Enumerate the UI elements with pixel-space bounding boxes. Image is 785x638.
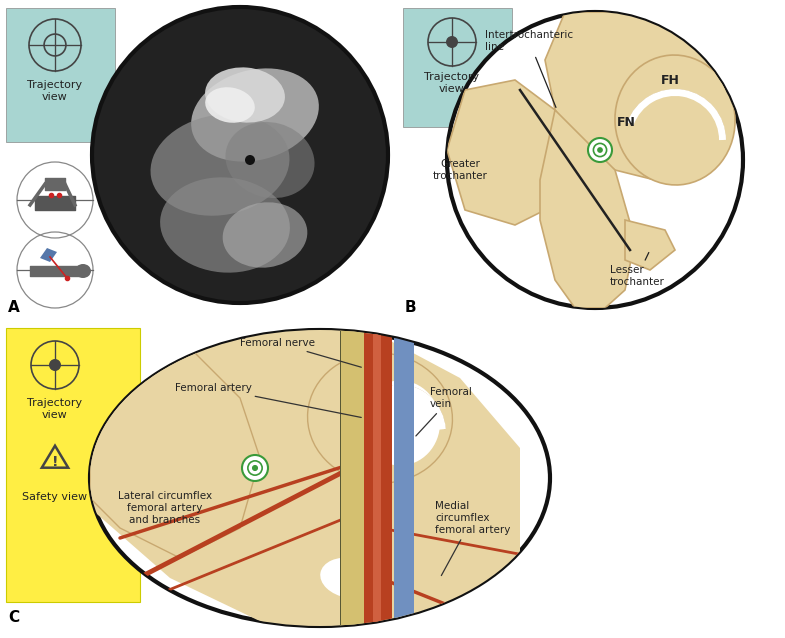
Text: Intertrochanteric
line: Intertrochanteric line <box>485 31 573 107</box>
Text: B: B <box>405 300 417 315</box>
Polygon shape <box>625 220 675 270</box>
Ellipse shape <box>151 114 290 216</box>
Ellipse shape <box>225 122 315 198</box>
Circle shape <box>245 155 255 165</box>
Text: Lateral circumflex
femoral artery
and branches: Lateral circumflex femoral artery and br… <box>118 491 212 524</box>
Ellipse shape <box>615 55 735 185</box>
FancyBboxPatch shape <box>6 8 115 142</box>
Polygon shape <box>447 80 575 225</box>
Ellipse shape <box>320 558 380 598</box>
Text: FH: FH <box>660 73 680 87</box>
Circle shape <box>588 138 612 162</box>
Ellipse shape <box>223 202 308 268</box>
Ellipse shape <box>191 68 319 161</box>
Ellipse shape <box>160 177 290 272</box>
Ellipse shape <box>308 353 452 483</box>
Text: Lesser
trochanter: Lesser trochanter <box>610 253 665 287</box>
Text: C: C <box>8 610 19 625</box>
Circle shape <box>253 466 257 470</box>
Circle shape <box>49 360 60 370</box>
Text: FN: FN <box>617 115 636 128</box>
Polygon shape <box>90 348 260 558</box>
Circle shape <box>242 455 268 481</box>
Text: Safety view: Safety view <box>23 492 88 502</box>
Polygon shape <box>40 248 57 262</box>
Polygon shape <box>540 110 635 308</box>
Polygon shape <box>90 330 520 626</box>
Text: Trajectory
view: Trajectory view <box>425 72 480 94</box>
FancyBboxPatch shape <box>6 328 140 602</box>
Bar <box>340 330 364 626</box>
Text: Medial
circumflex
femoral artery: Medial circumflex femoral artery <box>435 501 510 575</box>
Text: Trajectory
view: Trajectory view <box>27 398 82 420</box>
Text: Trajectory
view: Trajectory view <box>27 80 82 101</box>
Ellipse shape <box>205 68 285 122</box>
FancyBboxPatch shape <box>403 8 512 127</box>
Text: Femoral artery: Femoral artery <box>175 383 361 417</box>
Ellipse shape <box>360 380 440 466</box>
Text: A: A <box>8 300 20 315</box>
Circle shape <box>447 12 743 308</box>
Text: Femoral
vein: Femoral vein <box>416 387 472 436</box>
Ellipse shape <box>90 330 550 626</box>
Bar <box>394 330 414 626</box>
Text: Greater
trochanter: Greater trochanter <box>433 160 487 181</box>
Text: !: ! <box>52 455 58 469</box>
Circle shape <box>598 148 602 152</box>
Text: Femoral nerve: Femoral nerve <box>240 338 361 367</box>
Circle shape <box>92 7 388 303</box>
Ellipse shape <box>205 87 255 122</box>
Polygon shape <box>545 12 725 180</box>
Bar <box>373 330 381 626</box>
Bar <box>364 330 392 626</box>
Ellipse shape <box>75 264 91 278</box>
Circle shape <box>447 37 458 47</box>
